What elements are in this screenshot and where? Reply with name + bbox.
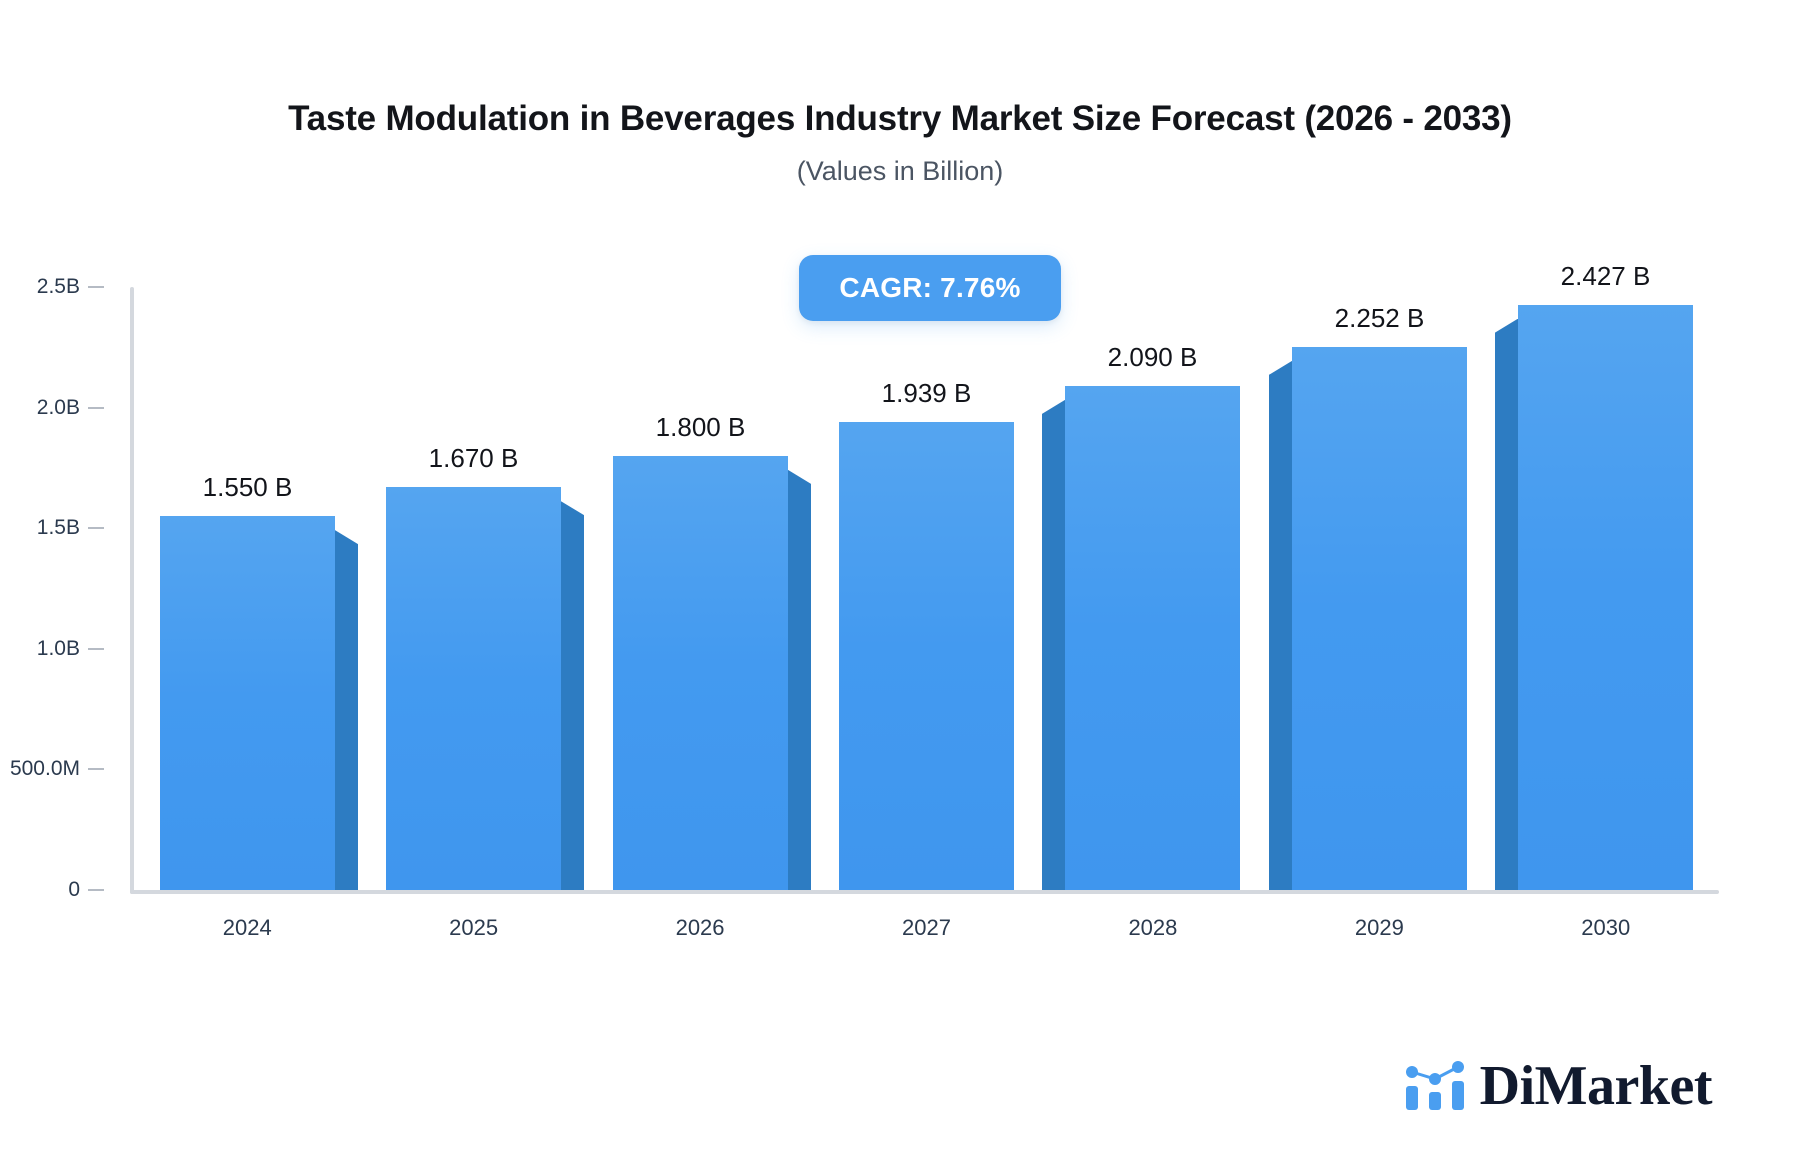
bar-value-label: 1.670 B: [428, 443, 519, 474]
y-axis-tick-label: 2.5B: [36, 275, 80, 298]
y-axis-tick-label: 1.5B: [36, 516, 80, 540]
bar-side-face: [561, 501, 584, 890]
bar-2028[interactable]: 2.090 B: [1042, 342, 1240, 890]
x-axis-tick-label-2028: 2028: [1128, 915, 1178, 940]
y-axis-tick-dash: [88, 286, 104, 288]
y-axis-tick: 2.5B: [0, 271, 134, 303]
bar-2030[interactable]: 2.427 B: [1495, 261, 1693, 890]
page-title: Taste Modulation in Beverages Industry M…: [288, 99, 1512, 138]
y-axis-tick: 1.5B: [0, 512, 134, 544]
bar-face: [839, 422, 1014, 890]
y-axis-tick: 1.0B: [0, 633, 134, 665]
bar-face: [386, 487, 561, 890]
y-axis-tick-label: 500.0M: [9, 757, 80, 781]
bar-2024[interactable]: 1.550 B: [160, 472, 358, 890]
bar-value-label: 2.427 B: [1560, 260, 1651, 291]
y-axis-tick: 0: [0, 874, 134, 906]
x-axis-tick-label-2027: 2027: [902, 915, 951, 940]
x-axis-tick-label-2025: 2025: [449, 915, 499, 940]
x-axis-tick-label-2030: 2030: [1581, 915, 1631, 940]
bar-side-face: [788, 469, 811, 890]
bar-side-face: [1269, 360, 1292, 890]
chart-header: Taste Modulation in Beverages Industry M…: [0, 99, 1800, 186]
brand-logo-text: DiMarket: [1479, 1055, 1713, 1117]
y-axis-tick-dash: [88, 647, 104, 650]
y-axis-tick: 2.0B: [0, 392, 134, 424]
bar-face: [1292, 346, 1467, 890]
bar-face: [1518, 304, 1693, 890]
y-axis-tick-dash: [88, 406, 104, 409]
y-axis-tick-dash: [88, 527, 104, 530]
y-axis-tick-dash: [88, 768, 104, 771]
y-axis-tick-label: 1.0B: [36, 636, 80, 660]
bar-face: [1065, 385, 1240, 890]
x-axis-line: [130, 890, 1719, 894]
bar-2027[interactable]: 1.939 B: [839, 378, 1014, 890]
bar-2026[interactable]: 1.800 B: [613, 412, 811, 890]
brand-logo: DiMarket: [1404, 1055, 1713, 1117]
bar-value-label: 2.090 B: [1107, 341, 1198, 372]
bar-2029[interactable]: 2.252 B: [1269, 303, 1467, 890]
cagr-badge: CAGR: 7.76%: [799, 255, 1061, 321]
x-axis-tick-label-2026: 2026: [675, 915, 725, 940]
x-axis-tick-label-2024: 2024: [222, 915, 272, 940]
chart-subtitle: (Values in Billion): [796, 155, 1004, 186]
y-axis-tick-dash: [88, 889, 104, 891]
bar-side-face: [1042, 399, 1065, 890]
bar-side-face: [335, 530, 358, 890]
y-axis-tick-label: 2.0B: [36, 395, 80, 419]
bar-value-label: 1.800 B: [655, 411, 746, 442]
bar-chart-logo-icon: [1405, 1061, 1464, 1110]
bar-value-label: 1.939 B: [881, 378, 972, 409]
y-axis-tick: 500.0M: [0, 753, 134, 785]
bar-value-label: 1.550 B: [202, 472, 293, 503]
bar-face: [160, 516, 335, 890]
bar-2025[interactable]: 1.670 B: [386, 443, 584, 890]
y-axis-line: [130, 287, 134, 894]
bar-side-face: [1495, 318, 1518, 890]
bar-value-label: 2.252 B: [1334, 302, 1425, 333]
bar-face: [613, 455, 788, 890]
y-axis-tick-label: 0: [68, 878, 80, 901]
x-axis-tick-label-2029: 2029: [1354, 915, 1404, 940]
